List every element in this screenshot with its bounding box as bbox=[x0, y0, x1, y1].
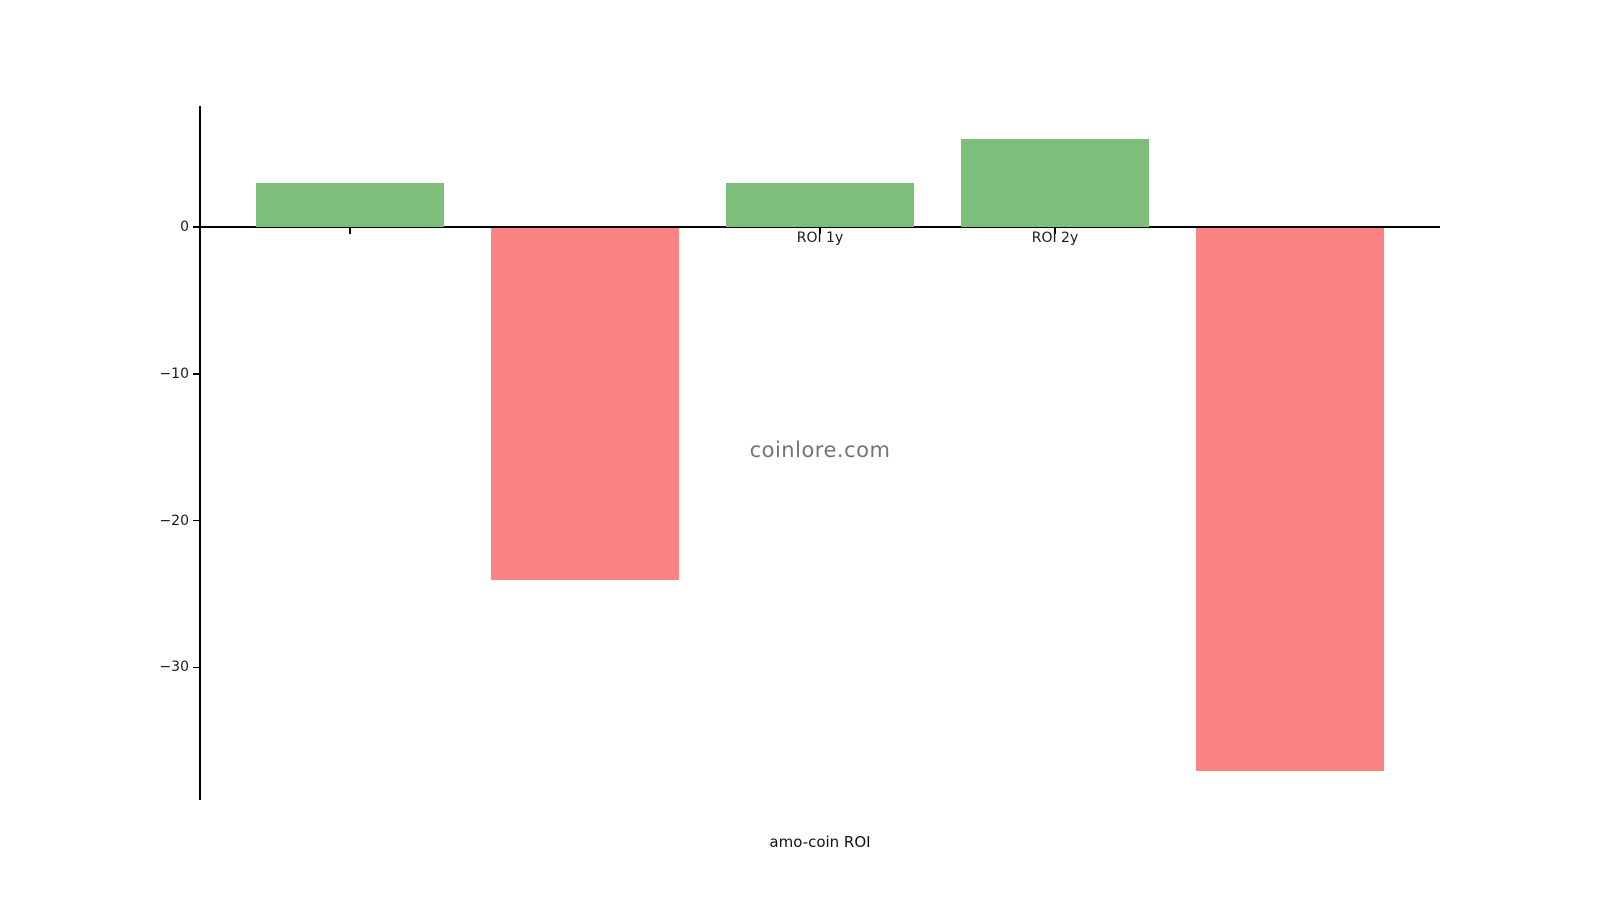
x-tick-mark-1 bbox=[819, 228, 821, 234]
y-tick-mark-3 bbox=[193, 666, 199, 669]
bar-1-positive bbox=[256, 182, 444, 227]
bar-5-negative bbox=[1196, 228, 1384, 772]
x-tick-label-2: ROI 2y bbox=[1031, 230, 1079, 246]
y-tick-label-0: 0 bbox=[180, 219, 189, 235]
y-tick-label-1: −10 bbox=[159, 365, 189, 382]
bar-3-positive bbox=[726, 182, 914, 227]
watermark: coinlore.com bbox=[749, 438, 891, 462]
y-axis-line bbox=[199, 106, 201, 800]
y-tick-label-2: −20 bbox=[159, 512, 189, 529]
x-tick-mark-2 bbox=[1054, 228, 1056, 234]
y-tick-mark-0 bbox=[193, 226, 199, 228]
x-tick-mark-0 bbox=[349, 228, 351, 234]
bar-4-positive bbox=[961, 138, 1149, 227]
chart-title: amo-coin ROI bbox=[769, 833, 871, 851]
y-tick-mark-2 bbox=[193, 519, 199, 522]
y-tick-mark-1 bbox=[193, 373, 199, 375]
bar-2-negative bbox=[491, 228, 679, 581]
x-tick-label-1: ROI 1y bbox=[796, 230, 844, 246]
y-tick-label-3: −30 bbox=[159, 659, 189, 676]
